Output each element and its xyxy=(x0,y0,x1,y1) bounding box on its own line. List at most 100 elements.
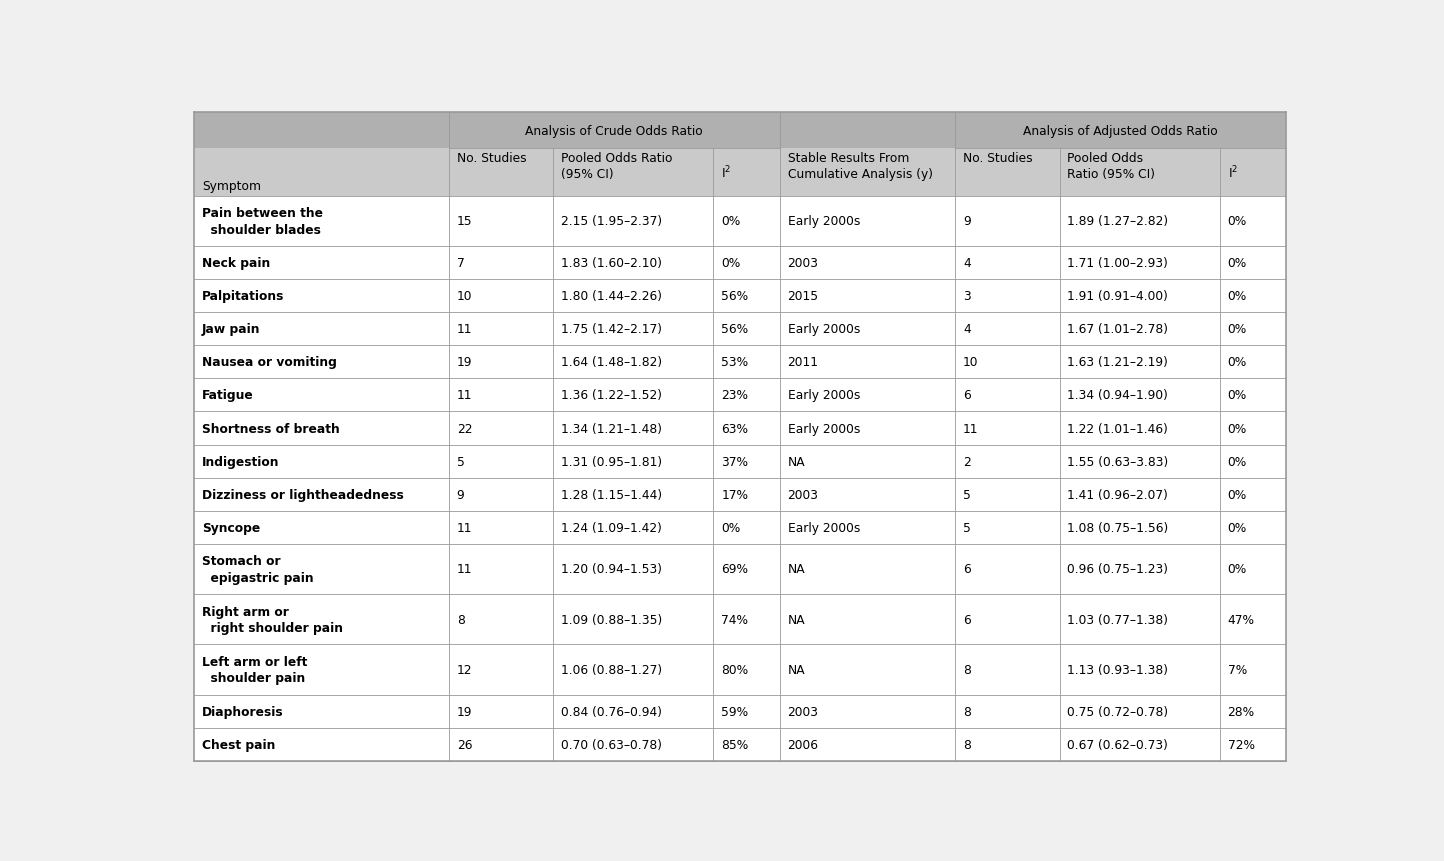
Text: Indigestion: Indigestion xyxy=(202,455,279,468)
Text: 2003: 2003 xyxy=(787,705,819,718)
Text: 1.75 (1.42–2.17): 1.75 (1.42–2.17) xyxy=(562,323,663,336)
Text: 1.89 (1.27–2.82): 1.89 (1.27–2.82) xyxy=(1067,215,1168,228)
Text: 0%: 0% xyxy=(721,257,741,269)
Text: Early 2000s: Early 2000s xyxy=(787,389,861,402)
Text: 0%: 0% xyxy=(1227,563,1246,576)
Text: 2.15 (1.95–2.37): 2.15 (1.95–2.37) xyxy=(562,215,663,228)
Text: 4: 4 xyxy=(963,257,970,269)
Text: 37%: 37% xyxy=(721,455,748,468)
Text: 10: 10 xyxy=(963,356,979,369)
Text: 19: 19 xyxy=(456,705,472,718)
Text: 1.63 (1.21–2.19): 1.63 (1.21–2.19) xyxy=(1067,356,1168,369)
Text: 1.09 (0.88–1.35): 1.09 (0.88–1.35) xyxy=(562,613,663,626)
Text: Analysis of Adjusted Odds Ratio: Analysis of Adjusted Odds Ratio xyxy=(1024,125,1219,138)
Bar xyxy=(193,379,1287,412)
Text: 7: 7 xyxy=(456,257,465,269)
Bar xyxy=(193,544,1287,594)
Text: 56%: 56% xyxy=(721,290,748,303)
Bar xyxy=(193,594,1287,645)
Text: 1.34 (0.94–1.90): 1.34 (0.94–1.90) xyxy=(1067,389,1168,402)
Text: Diaphoresis: Diaphoresis xyxy=(202,705,283,718)
Text: 1.31 (0.95–1.81): 1.31 (0.95–1.81) xyxy=(562,455,663,468)
Text: 11: 11 xyxy=(456,563,472,576)
Text: 56%: 56% xyxy=(721,323,748,336)
Bar xyxy=(193,346,1287,379)
Text: 5: 5 xyxy=(456,455,465,468)
Text: 6: 6 xyxy=(963,563,970,576)
Text: 28%: 28% xyxy=(1227,705,1255,718)
Text: 1.13 (0.93–1.38): 1.13 (0.93–1.38) xyxy=(1067,663,1168,676)
Bar xyxy=(193,478,1287,511)
Text: 0%: 0% xyxy=(721,215,741,228)
Text: Early 2000s: Early 2000s xyxy=(787,422,861,435)
Text: 59%: 59% xyxy=(721,705,748,718)
Text: NA: NA xyxy=(787,563,806,576)
Bar xyxy=(193,196,1287,247)
Text: 5: 5 xyxy=(963,521,970,534)
Bar xyxy=(193,728,1287,761)
Text: 9: 9 xyxy=(456,488,465,501)
Text: 1.34 (1.21–1.48): 1.34 (1.21–1.48) xyxy=(562,422,663,435)
Text: 63%: 63% xyxy=(721,422,748,435)
Text: 8: 8 xyxy=(963,705,970,718)
Text: 1.36 (1.22–1.52): 1.36 (1.22–1.52) xyxy=(562,389,663,402)
Text: 11: 11 xyxy=(456,389,472,402)
Text: Pooled Odds
Ratio (95% CI): Pooled Odds Ratio (95% CI) xyxy=(1067,152,1155,181)
Text: 22: 22 xyxy=(456,422,472,435)
Text: 0%: 0% xyxy=(1227,422,1246,435)
Text: 1.22 (1.01–1.46): 1.22 (1.01–1.46) xyxy=(1067,422,1168,435)
Text: 53%: 53% xyxy=(721,356,748,369)
Bar xyxy=(193,645,1287,695)
Text: NA: NA xyxy=(787,663,806,676)
Text: 8: 8 xyxy=(963,738,970,751)
Text: 17%: 17% xyxy=(721,488,748,501)
Text: 0.96 (0.75–1.23): 0.96 (0.75–1.23) xyxy=(1067,563,1168,576)
Text: 0.67 (0.62–0.73): 0.67 (0.62–0.73) xyxy=(1067,738,1168,751)
Text: 1.71 (1.00–2.93): 1.71 (1.00–2.93) xyxy=(1067,257,1168,269)
Text: 5: 5 xyxy=(963,488,970,501)
Text: 7%: 7% xyxy=(1227,663,1246,676)
Text: Syncope: Syncope xyxy=(202,521,260,534)
Text: Pooled Odds Ratio
(95% CI): Pooled Odds Ratio (95% CI) xyxy=(562,152,673,181)
Text: 1.80 (1.44–2.26): 1.80 (1.44–2.26) xyxy=(562,290,663,303)
Text: 1.55 (0.63–3.83): 1.55 (0.63–3.83) xyxy=(1067,455,1168,468)
Text: 11: 11 xyxy=(963,422,979,435)
Text: 1.24 (1.09–1.42): 1.24 (1.09–1.42) xyxy=(562,521,661,534)
Text: 11: 11 xyxy=(456,323,472,336)
Text: Stomach or
  epigastric pain: Stomach or epigastric pain xyxy=(202,554,313,584)
Text: 2006: 2006 xyxy=(787,738,819,751)
Text: 80%: 80% xyxy=(721,663,748,676)
Text: 23%: 23% xyxy=(721,389,748,402)
Text: 19: 19 xyxy=(456,356,472,369)
Text: Pain between the
  shoulder blades: Pain between the shoulder blades xyxy=(202,207,323,237)
Text: 72%: 72% xyxy=(1227,738,1255,751)
Text: 26: 26 xyxy=(456,738,472,751)
Text: 1.83 (1.60–2.10): 1.83 (1.60–2.10) xyxy=(562,257,663,269)
Bar xyxy=(193,412,1287,445)
Text: Fatigue: Fatigue xyxy=(202,389,254,402)
Text: Nausea or vomiting: Nausea or vomiting xyxy=(202,356,336,369)
Text: 1.67 (1.01–2.78): 1.67 (1.01–2.78) xyxy=(1067,323,1168,336)
Bar xyxy=(193,114,1287,149)
Text: 0%: 0% xyxy=(1227,257,1246,269)
Text: I$^2$: I$^2$ xyxy=(1227,164,1238,181)
Text: Early 2000s: Early 2000s xyxy=(787,521,861,534)
Text: 12: 12 xyxy=(456,663,472,676)
Text: 2011: 2011 xyxy=(787,356,819,369)
Bar xyxy=(193,445,1287,478)
Text: 74%: 74% xyxy=(721,613,748,626)
Text: 6: 6 xyxy=(963,389,970,402)
Text: 0%: 0% xyxy=(1227,290,1246,303)
Text: 1.91 (0.91–4.00): 1.91 (0.91–4.00) xyxy=(1067,290,1168,303)
Text: Neck pain: Neck pain xyxy=(202,257,270,269)
Text: 1.41 (0.96–2.07): 1.41 (0.96–2.07) xyxy=(1067,488,1168,501)
Text: 47%: 47% xyxy=(1227,613,1255,626)
Bar xyxy=(193,511,1287,544)
Text: 8: 8 xyxy=(456,613,465,626)
Text: 0%: 0% xyxy=(1227,488,1246,501)
Text: 6: 6 xyxy=(963,613,970,626)
Text: 0.84 (0.76–0.94): 0.84 (0.76–0.94) xyxy=(562,705,663,718)
Text: 0%: 0% xyxy=(1227,521,1246,534)
Text: I$^2$: I$^2$ xyxy=(721,164,732,181)
Text: 2003: 2003 xyxy=(787,488,819,501)
